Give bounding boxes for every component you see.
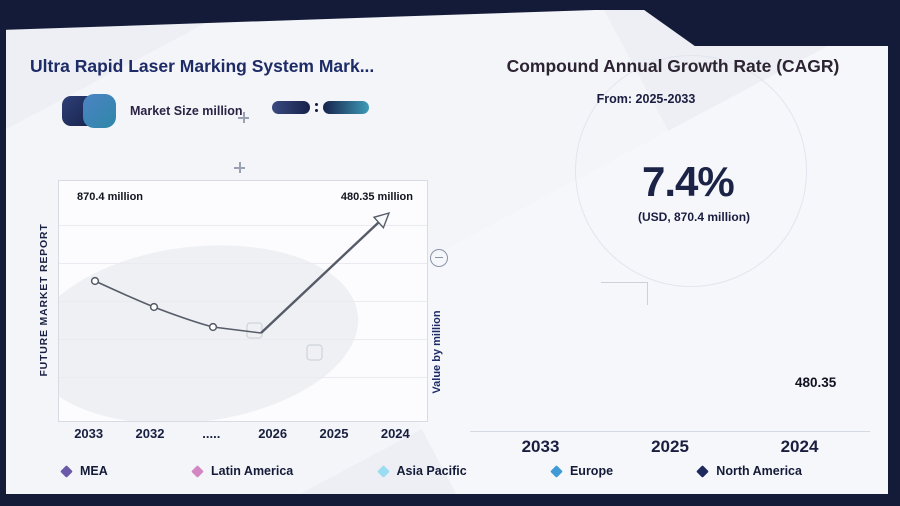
x-label-2032: 2032 [135,426,165,441]
circle-minus-icon [430,249,448,267]
market-size-chart-panel: 870.4 million 480.35 million [58,180,428,422]
x-label-2025: 2025 [651,437,689,456]
gridline [59,301,427,302]
cagr-bar-annotation: 480.35 [795,375,837,390]
x-label-2026: 2026 [258,426,288,441]
cagr-caption: (USD, 870.4 million) [638,210,751,224]
x-label-2033: 2033 [74,426,104,441]
legend-label: Europe [569,464,614,478]
legend-item-latin-america: Latin America [191,464,294,478]
legend-label: Asia Pacific [396,464,467,478]
gridline [59,339,427,340]
market-size-label: Market Size million [130,104,243,118]
legend-diamond-icon [376,464,390,478]
legend-label: North America [716,464,802,478]
gridline [59,225,427,226]
cagr-chart-baseline [470,431,870,432]
x-label-2024: 2024 [380,426,410,441]
pill-colon-dots [315,103,318,106]
future-market-report-label: FUTURE MARKET REPORT [38,223,50,377]
legend-label: MEA [80,464,108,478]
x-label-.....: ..... [202,426,221,441]
market-size-legend: Market Size million [62,94,243,128]
gradient-pill-toggle [272,101,369,114]
decor-step-line [601,282,648,305]
database-icon [62,94,116,128]
cagr-value: 7.4% [642,158,735,205]
x-label-2033: 2033 [521,437,560,456]
database-icon-front [83,94,116,128]
cagr-x-axis: 2033 2025 2024 [484,437,856,457]
x-label-2024: 2024 [780,437,819,456]
start-value-annotation: 870.4 million [77,191,144,203]
frame-right [888,0,900,506]
gridline [59,263,427,264]
plus-decor-icon [234,162,245,173]
legend-diamond-icon [191,464,204,478]
legend-diamond-icon [60,464,73,478]
legend-item-europe: Europe [550,464,614,478]
legend-diamond-icon [696,464,710,478]
pill-segment-navy [272,101,310,114]
cagr-period: From: 2025-2033 [596,92,696,106]
legend-item-asia-pacific: Asia Pacific [376,464,467,478]
legend-item-mea: MEA [60,464,108,478]
region-legend: MEA Latin America Asia Pacific Europe North … [60,464,802,478]
frame-left [0,0,6,506]
end-value-annotation: 480.35 million [340,191,413,203]
gridline [59,377,427,378]
background-circle-outline [575,55,807,287]
frame-bottom [0,494,900,506]
market-size-x-axis: 2033 2032..... 2026 2025 2024 [58,426,426,441]
x-label-2025: 2025 [319,426,349,441]
trend-arrow-overlay [90,211,391,361]
plus-decor-icon [238,112,249,123]
page-title: Ultra Rapid Laser Marking System Mark... [30,56,375,76]
frame-top-right-block [630,0,900,46]
legend-label: Latin America [211,464,294,478]
cagr-title: Compound Annual Growth Rate (CAGR) [506,56,840,76]
value-axis-label: Value by million [431,310,443,394]
legend-diamond-icon [550,464,563,478]
legend-item-north-america: North America [696,464,802,478]
pill-segment-teal [323,101,369,114]
